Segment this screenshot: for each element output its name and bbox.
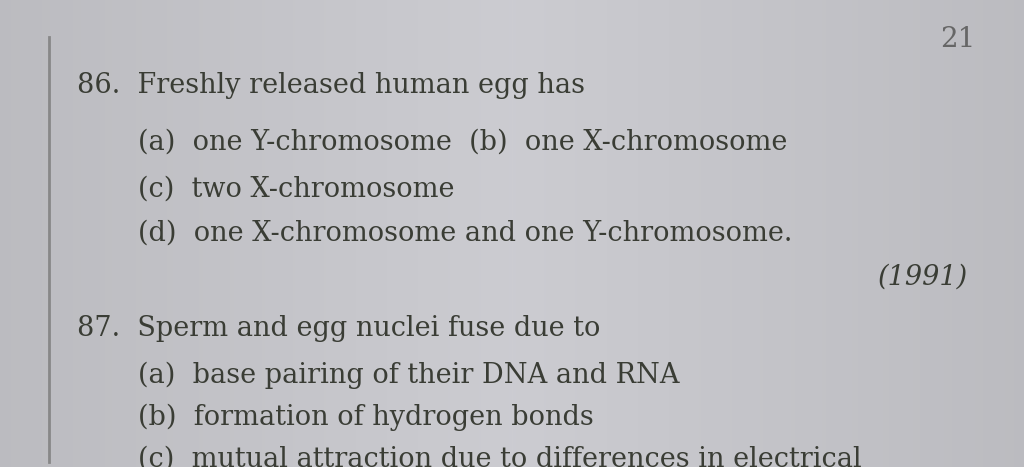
Text: (b)  formation of hydrogen bonds: (b) formation of hydrogen bonds [138,404,594,432]
Text: (a)  base pairing of their DNA and RNA: (a) base pairing of their DNA and RNA [138,362,680,389]
Text: 87.  Sperm and egg nuclei fuse due to: 87. Sperm and egg nuclei fuse due to [77,315,600,342]
Text: (d)  one X-chromosome and one Y-chromosome.: (d) one X-chromosome and one Y-chromosom… [138,219,793,247]
Text: (1991): (1991) [878,264,968,291]
Text: (c)  two X-chromosome: (c) two X-chromosome [138,175,455,202]
Text: (a)  one Y-chromosome  (b)  one X-chromosome: (a) one Y-chromosome (b) one X-chromosom… [138,128,787,156]
Text: 21: 21 [940,26,975,53]
Text: 86.  Freshly released human egg has: 86. Freshly released human egg has [77,72,585,99]
Text: (c)  mutual attraction due to differences in electrical: (c) mutual attraction due to differences… [138,446,862,467]
